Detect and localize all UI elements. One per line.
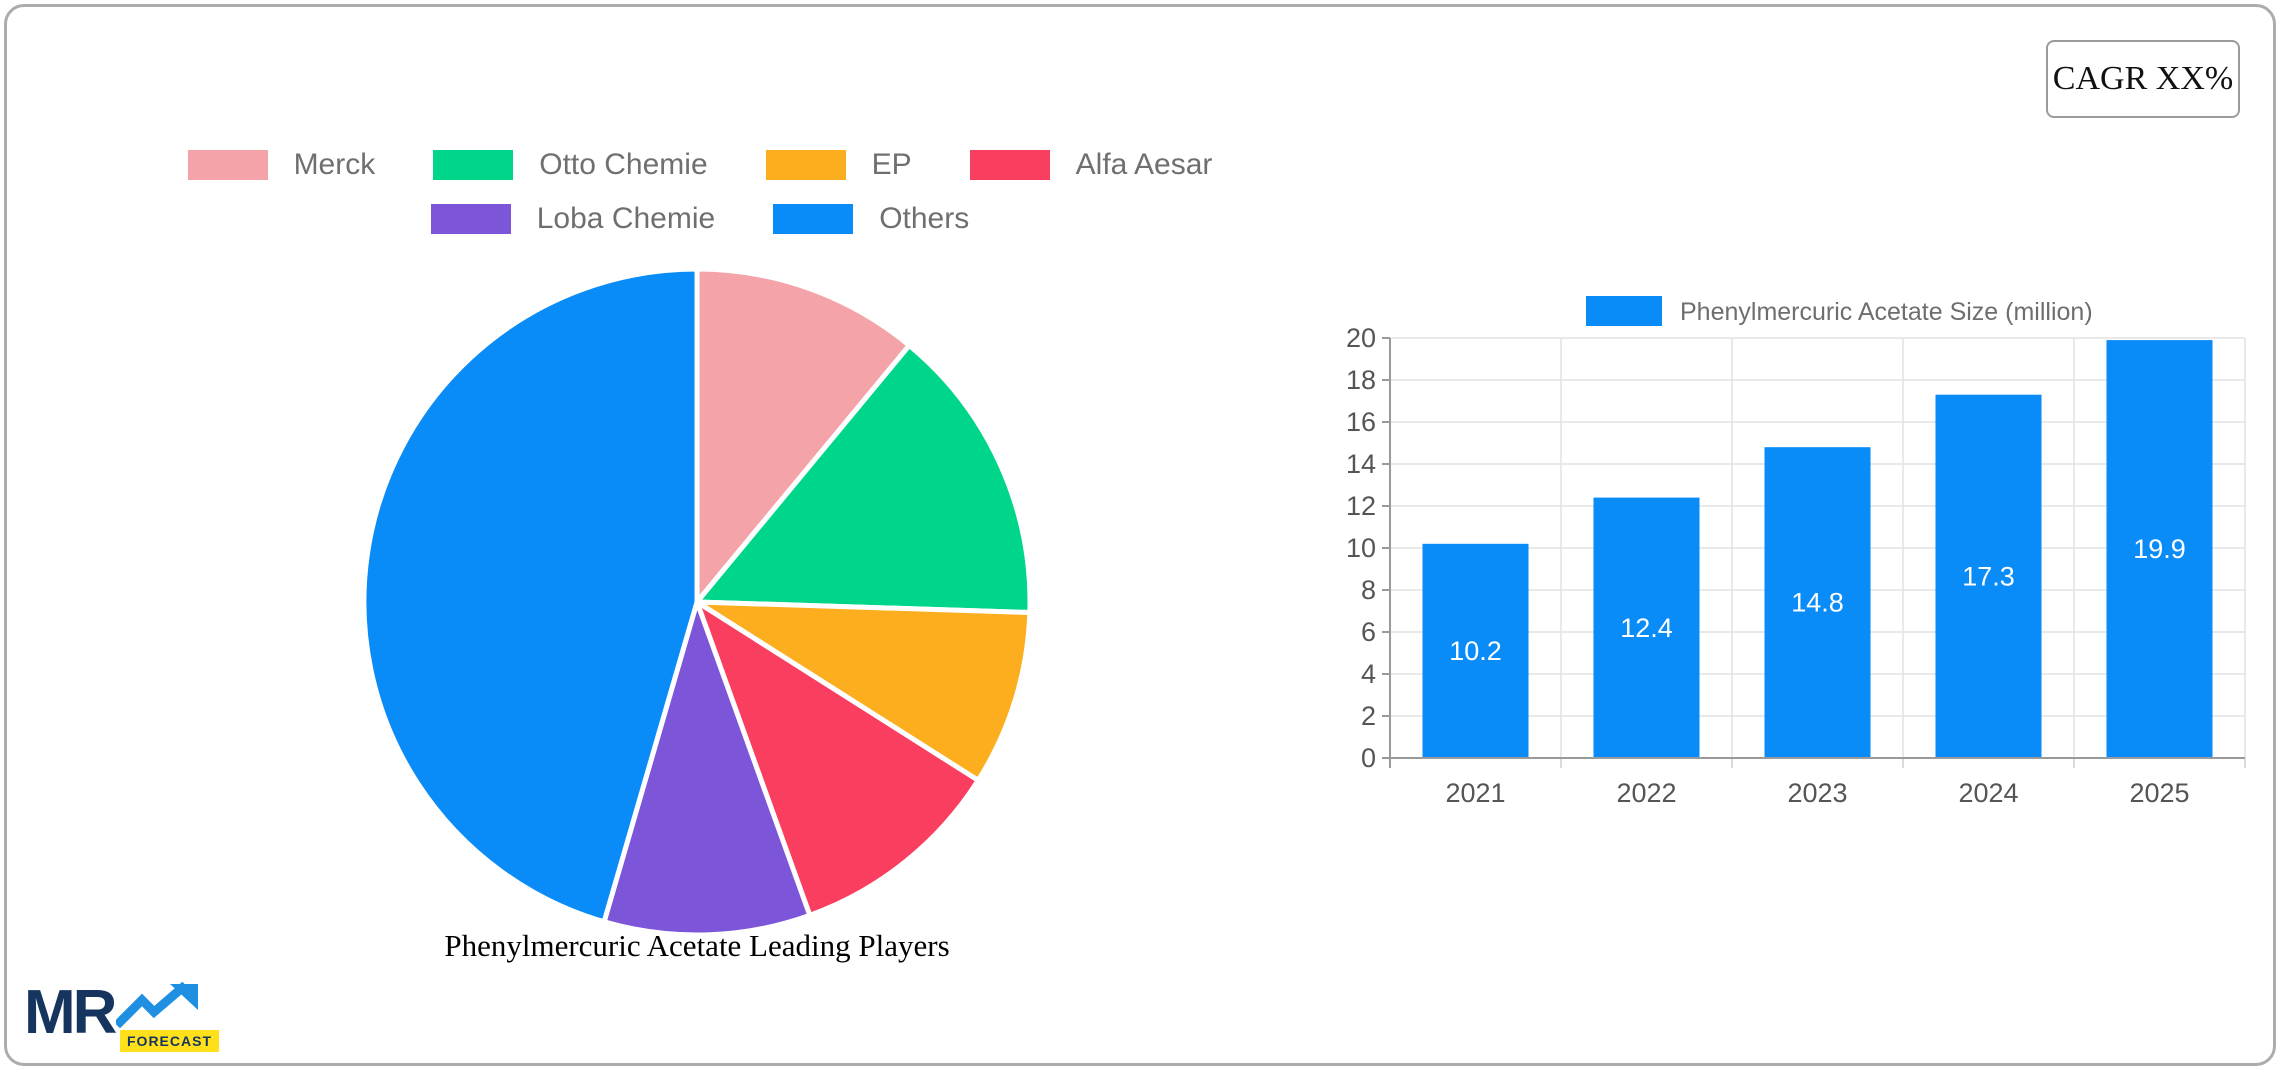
y-axis-label: 20	[1346, 323, 1376, 353]
bar-value-label: 17.3	[1962, 561, 2015, 591]
bar-2024	[1935, 394, 2042, 758]
pie-legend-row: Loba Chemie Others	[430, 202, 969, 236]
x-axis-label: 2021	[1445, 778, 1505, 808]
legend-label: Otto Chemie	[539, 148, 708, 181]
bar-2022	[1593, 497, 1700, 758]
legend-swatch-otto-chemie	[433, 150, 514, 180]
bar-value-label: 10.2	[1449, 636, 1502, 666]
pie-slice-loba-chemie	[601, 599, 813, 938]
x-axis-label: 2024	[1958, 778, 2018, 808]
y-axis-label: 10	[1346, 533, 1376, 563]
legend-swatch-ep	[765, 150, 846, 180]
logo-forecast-badge: FORECAST	[120, 1030, 219, 1052]
bar-2023	[1764, 447, 1871, 758]
legend-item-alfa-aesar: Alfa Aesar	[969, 148, 1213, 182]
bar-value-label: 14.8	[1791, 588, 1844, 618]
legend-item-loba-chemie: Loba Chemie	[430, 202, 716, 236]
x-axis-label: 2023	[1787, 778, 1847, 808]
legend-item-others: Others	[773, 202, 969, 236]
y-axis-label: 0	[1361, 743, 1376, 773]
trend-arrow-icon	[116, 982, 198, 1028]
pie-chart-title: Phenylmercuric Acetate Leading Players	[444, 928, 950, 963]
y-axis-label: 4	[1361, 659, 1376, 689]
pie-chart	[361, 266, 1033, 938]
y-axis-label: 14	[1346, 449, 1376, 479]
x-axis-label: 2022	[1616, 778, 1676, 808]
legend-label: Others	[879, 202, 970, 235]
logo-mr-text: MR	[24, 978, 117, 1047]
y-axis-label: 12	[1346, 491, 1376, 521]
pie-slice-otto-chemie	[694, 342, 1033, 615]
x-axis-label: 2025	[2129, 778, 2189, 808]
pie-slice-ep	[694, 599, 1033, 783]
y-axis-label: 2	[1361, 701, 1376, 731]
pie-legend: Merck Otto Chemie EP Alfa Aesar Loba Chemie O…	[80, 148, 1320, 236]
legend-label: Loba Chemie	[536, 202, 716, 235]
legend-swatch-loba-chemie	[430, 204, 511, 234]
legend-swatch-others	[773, 204, 854, 234]
pie-legend-row: Merck Otto Chemie EP Alfa Aesar	[187, 148, 1213, 182]
y-axis-label: 18	[1346, 365, 1376, 395]
y-axis-label: 6	[1361, 617, 1376, 647]
legend-item-ep: EP	[765, 148, 912, 182]
bar-value-label: 12.4	[1620, 613, 1673, 643]
legend-item-merck: Merck	[187, 148, 376, 182]
cagr-badge: CAGR XX%	[2046, 40, 2240, 118]
bar-2025	[2106, 340, 2213, 758]
y-axis-label: 16	[1346, 407, 1376, 437]
bar-legend-swatch	[1586, 296, 1662, 326]
legend-swatch-alfa-aesar	[969, 150, 1050, 180]
pie-slice-others	[361, 266, 700, 925]
bar-chart: Phenylmercuric Acetate Size (million) 0 2…	[1346, 296, 2246, 808]
bar-2021	[1422, 543, 1529, 758]
pie-slice-merck	[694, 266, 912, 605]
pie-slice-alfa-aesar	[694, 599, 981, 918]
bar-legend-label: Phenylmercuric Acetate Size (million)	[1680, 298, 2093, 326]
legend-label: EP	[871, 148, 912, 181]
legend-label: Alfa Aesar	[1075, 148, 1213, 181]
mr-forecast-logo: MR FORECAST	[24, 978, 219, 1058]
y-axis-label: 8	[1361, 575, 1376, 605]
legend-item-otto-chemie: Otto Chemie	[433, 148, 708, 182]
bar-value-label: 19.9	[2133, 534, 2186, 564]
legend-swatch-merck	[187, 150, 268, 180]
legend-label: Merck	[293, 148, 376, 181]
cagr-label: CAGR XX%	[2052, 60, 2234, 97]
